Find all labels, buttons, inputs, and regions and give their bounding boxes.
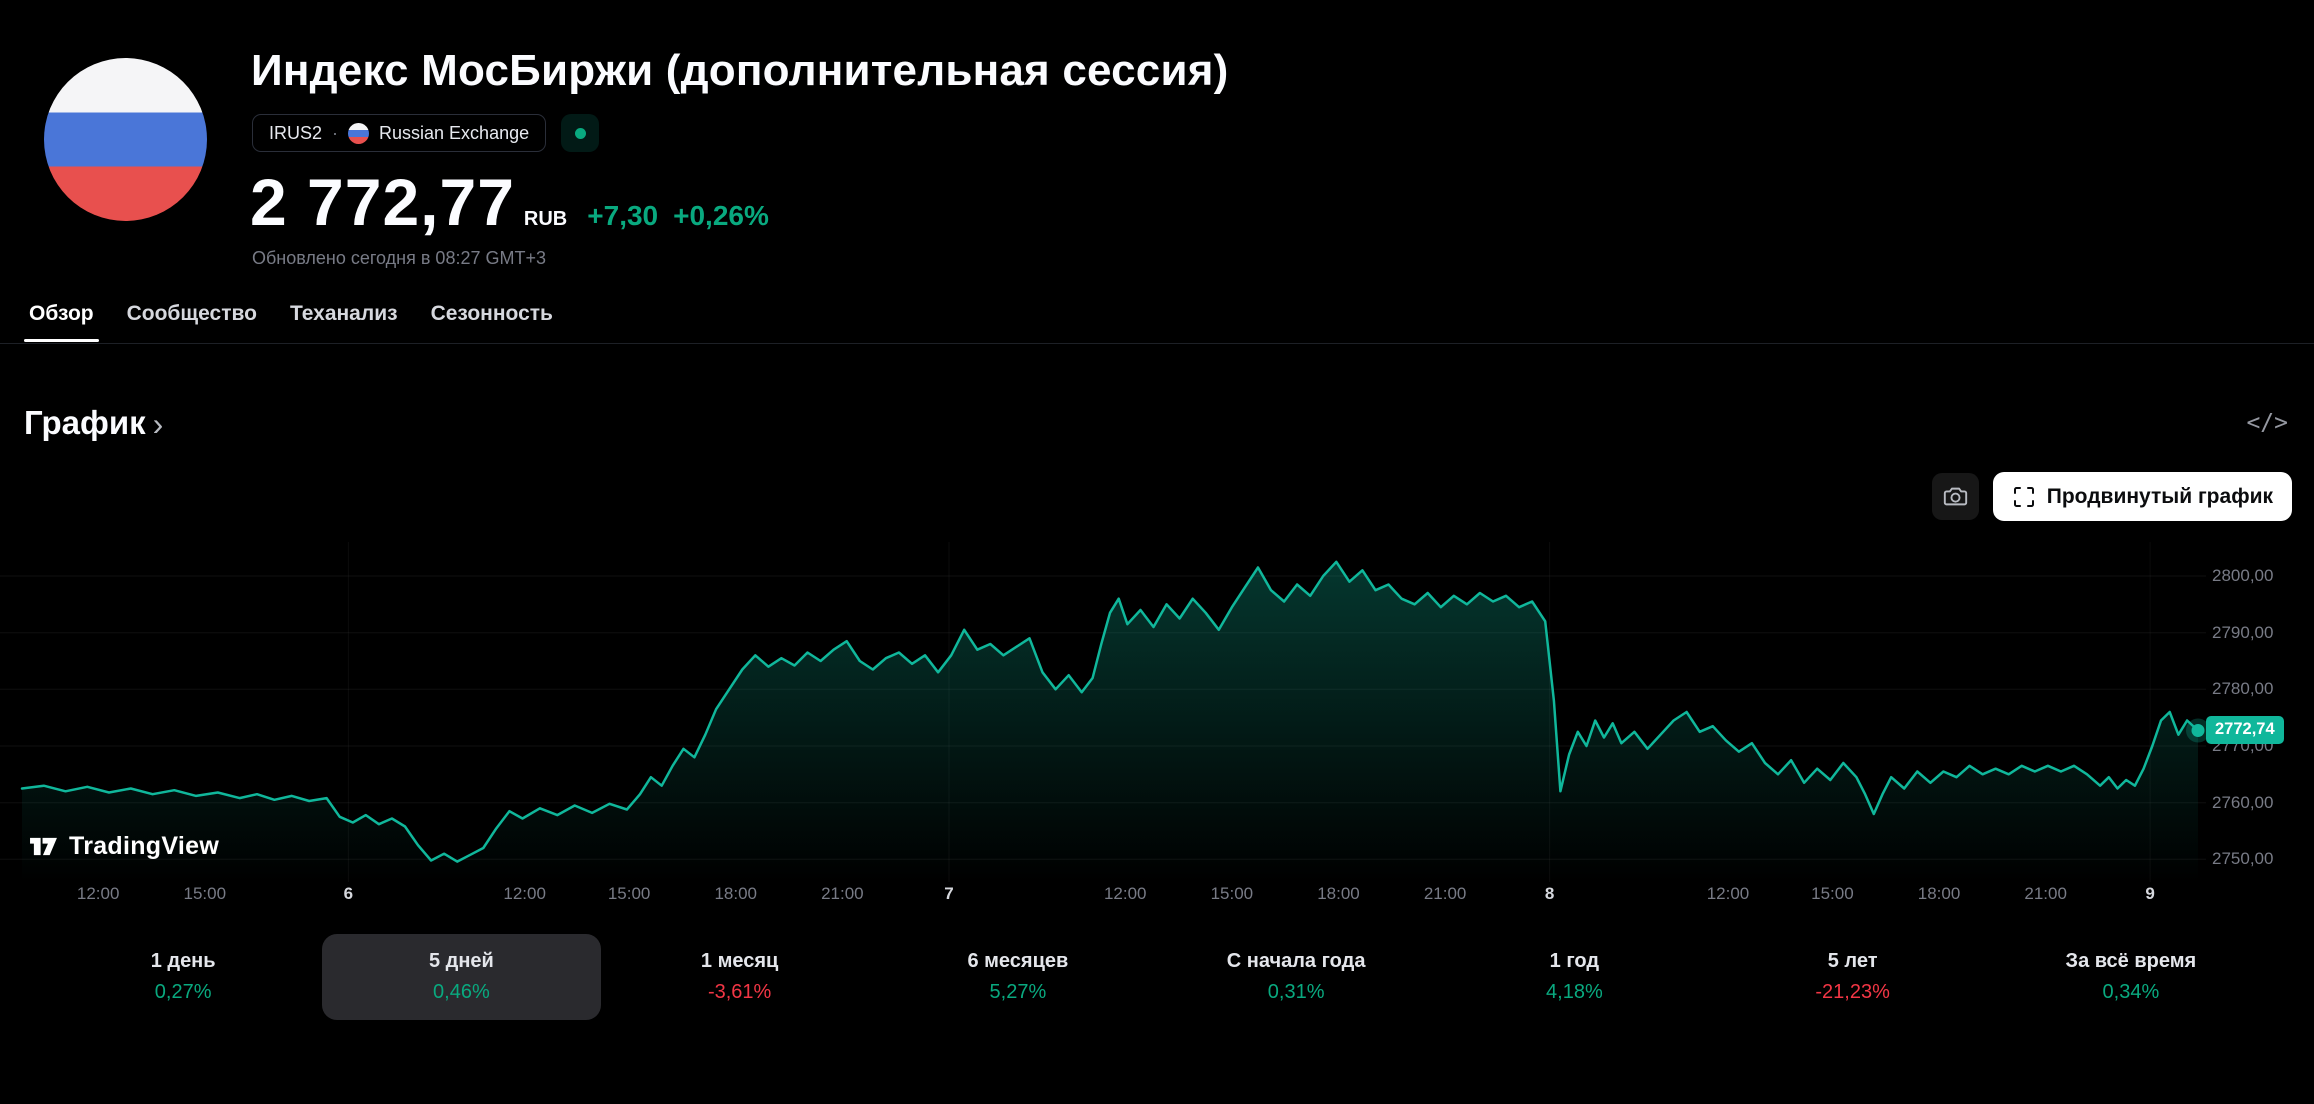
chart-section-heading: График xyxy=(24,404,146,441)
range-button-7[interactable]: За всё время 0,34% xyxy=(1992,934,2270,1020)
date-range-buttons: 1 день 0,27% 5 дней 0,46% 1 месяц -3,61% 6 мес… xyxy=(44,934,2270,1020)
time-scale-label: 12:00 xyxy=(76,884,120,903)
range-label: 6 месяцев xyxy=(967,950,1069,972)
tradingview-watermark-label: TradingView xyxy=(69,832,220,860)
time-scale-day-label: 6 xyxy=(343,884,354,903)
current-price: 2 772,77 xyxy=(250,165,515,239)
tab-item-0[interactable]: Обзор xyxy=(24,302,99,342)
advanced-chart-button-label: Продвинутый график xyxy=(2046,484,2273,508)
symbol-exchange-badge[interactable]: IRUS2 · Russian Exchange xyxy=(252,114,547,152)
price-chart[interactable]: 2800,00 2790,00 2780,00 2770,00 2760,00 2750,… xyxy=(0,542,2314,882)
last-price-badge: 2772,74 xyxy=(2206,716,2284,745)
range-button-6[interactable]: 5 лет -21,23% xyxy=(1714,934,1992,1020)
range-change-percent: 0,34% xyxy=(2102,981,2160,1003)
embed-code-icon[interactable]: </> xyxy=(2246,410,2288,436)
time-scale-day-label: 9 xyxy=(2145,884,2155,903)
symbol-badge-row: IRUS2 · Russian Exchange xyxy=(252,114,600,152)
tab-item-1[interactable]: Сообщество xyxy=(126,302,257,325)
page-title: Индекс МосБиржи (дополнительная сессия) xyxy=(251,46,1229,95)
chart-toolbar: Продвинутый график xyxy=(1931,472,2292,521)
price-change-percent: +0,26% xyxy=(673,200,769,231)
range-change-percent: 0,31% xyxy=(1267,981,1325,1003)
symbol-tabs: Обзор Сообщество Теханализ Сезонность xyxy=(24,302,558,342)
symbol-logo-russia-flag xyxy=(44,58,207,221)
tradingview-logo-icon xyxy=(30,837,57,856)
time-scale-label: 15:00 xyxy=(607,884,651,903)
advanced-chart-button[interactable]: Продвинутый график xyxy=(1992,472,2292,521)
price-row: 2 772,77 RUB +7,30 +0,26% xyxy=(250,164,769,240)
range-label: С начала года xyxy=(1226,950,1366,972)
symbol-code: IRUS2 xyxy=(269,122,323,143)
range-change-percent: 4,18% xyxy=(1546,981,1603,1003)
separator-dot: · xyxy=(332,122,339,143)
russia-flag-icon xyxy=(348,122,370,144)
range-button-3[interactable]: 6 месяцев 5,27% xyxy=(879,934,1157,1020)
range-label: 1 год xyxy=(1549,950,1600,972)
snapshot-camera-button[interactable] xyxy=(1931,473,1979,520)
time-scale-label: 21:00 xyxy=(821,884,864,903)
market-open-dot-icon xyxy=(574,127,586,139)
tradingview-watermark[interactable]: TradingView xyxy=(28,832,219,861)
tab-item-2[interactable]: Теханализ xyxy=(289,302,398,325)
market-status-button[interactable] xyxy=(561,114,600,152)
range-label: 5 лет xyxy=(1827,950,1878,972)
chevron-right-icon: › xyxy=(152,406,164,442)
range-button-1[interactable]: 5 дней 0,46% xyxy=(322,934,601,1020)
time-scale-label: 15:00 xyxy=(1811,884,1854,903)
time-scale-label: 21:00 xyxy=(2024,884,2067,903)
range-label: 5 дней xyxy=(428,950,494,972)
chart-section-heading-link[interactable]: График › xyxy=(24,404,163,442)
time-scale-label: 12:00 xyxy=(1103,884,1147,903)
range-label: За всё время xyxy=(2065,950,2197,972)
price-change: +7,30 +0,26% xyxy=(587,200,769,232)
price-change-absolute: +7,30 xyxy=(587,200,659,231)
time-scale[interactable]: 12:00 15:00 6 12:00 15:00 18:00 21:00 7 12:00 15:… xyxy=(0,884,2314,912)
range-button-4[interactable]: С начала года 0,31% xyxy=(1157,934,1435,1020)
range-change-percent: 0,27% xyxy=(154,981,212,1003)
time-scale-label: 18:00 xyxy=(1317,884,1360,903)
time-scale-label: 12:00 xyxy=(503,884,546,903)
time-scale-label: 12:00 xyxy=(1706,884,1750,903)
time-scale-day-label: 8 xyxy=(1544,884,1555,903)
range-change-percent: -21,23% xyxy=(1815,981,1890,1003)
range-label: 1 день xyxy=(150,950,216,972)
time-scale-label: 21:00 xyxy=(1423,884,1467,903)
camera-icon xyxy=(1943,487,1967,506)
range-change-percent: 0,46% xyxy=(433,981,490,1003)
range-button-0[interactable]: 1 день 0,27% xyxy=(44,934,322,1020)
time-scale-day-label: 7 xyxy=(944,884,954,903)
time-scale-label: 18:00 xyxy=(1917,884,1961,903)
chart-canvas[interactable] xyxy=(0,542,2314,882)
range-label: 1 месяц xyxy=(700,950,779,972)
range-change-percent: -3,61% xyxy=(707,981,772,1003)
range-change-percent: 5,27% xyxy=(989,981,1047,1003)
currency-label: RUB xyxy=(523,208,568,230)
fullscreen-frame-icon xyxy=(2013,486,2034,507)
range-button-5[interactable]: 1 год 4,18% xyxy=(1435,934,1713,1020)
exchange-name: Russian Exchange xyxy=(379,122,530,143)
time-scale-label: 18:00 xyxy=(714,884,757,903)
time-scale-label: 15:00 xyxy=(183,884,227,903)
tab-item-3[interactable]: Сезонность xyxy=(430,302,553,325)
time-scale-label: 15:00 xyxy=(1210,884,1254,903)
range-button-2[interactable]: 1 месяц -3,61% xyxy=(601,934,879,1020)
tabs-divider xyxy=(0,343,2314,344)
last-updated-text: Обновлено сегодня в 08:27 GMT+3 xyxy=(252,248,546,268)
